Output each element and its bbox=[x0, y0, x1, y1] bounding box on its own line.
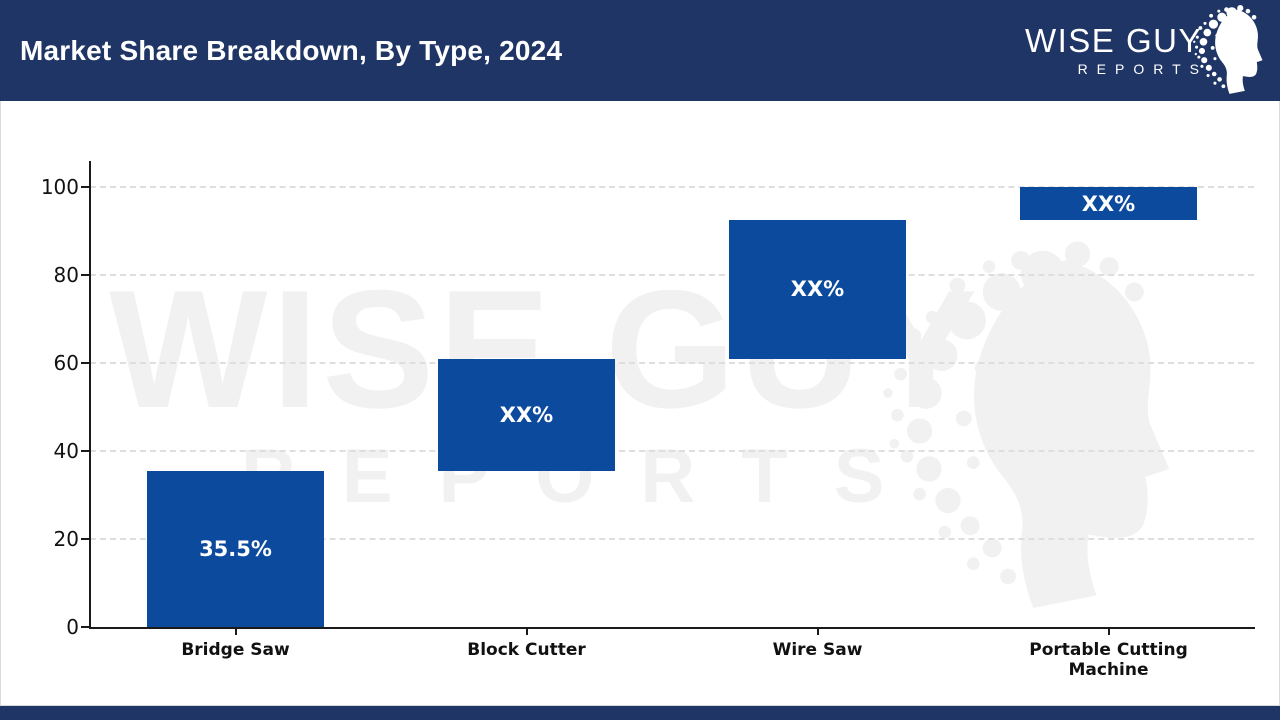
y-tick-label: 80 bbox=[53, 263, 79, 287]
x-tick-label: Block Cutter bbox=[467, 640, 586, 660]
bar: XX% bbox=[1020, 187, 1197, 220]
chart-panel: WISE GUY REPORTS 0 20 40 60 80 100 35.5% Bridge… bbox=[0, 101, 1280, 706]
y-tick-label: 60 bbox=[53, 351, 79, 375]
x-tick-label: Portable Cutting Machine bbox=[1029, 640, 1188, 681]
gridline bbox=[90, 274, 1254, 276]
gridline bbox=[90, 362, 1254, 364]
y-tick-label: 0 bbox=[66, 615, 79, 639]
y-tick-mark bbox=[81, 450, 89, 452]
y-tick-mark bbox=[81, 626, 89, 628]
x-tick-mark bbox=[816, 627, 819, 635]
y-tick-label: 40 bbox=[53, 439, 79, 463]
gridline bbox=[90, 450, 1254, 452]
y-tick-mark bbox=[81, 538, 89, 540]
y-axis-line bbox=[89, 161, 91, 629]
bar-value-label: 35.5% bbox=[199, 536, 272, 561]
header-bar: Market Share Breakdown, By Type, 2024 WI… bbox=[0, 0, 1280, 101]
logo-wordmark: WISE GUY bbox=[1024, 22, 1202, 60]
x-tick-label: Wire Saw bbox=[772, 640, 863, 660]
x-axis-line bbox=[89, 627, 1255, 629]
plot-area: 0 20 40 60 80 100 35.5% Bridge Saw XX% Block Cutt… bbox=[1, 101, 1279, 705]
bar-value-label: XX% bbox=[790, 277, 845, 302]
footer-bar bbox=[0, 706, 1280, 720]
x-tick-label: Bridge Saw bbox=[181, 640, 290, 660]
wiseguy-logo-text: WISE GUY REPORTS bbox=[1025, 24, 1202, 77]
wiseguy-logo: WISE GUY REPORTS bbox=[1025, 0, 1268, 101]
page-title: Market Share Breakdown, By Type, 2024 bbox=[20, 34, 563, 66]
y-tick-label: 20 bbox=[53, 527, 79, 551]
x-tick-mark bbox=[525, 627, 528, 635]
bar: XX% bbox=[729, 220, 906, 359]
gridline bbox=[90, 538, 1254, 540]
wiseguy-head-icon bbox=[1193, 4, 1263, 94]
bar: 35.5% bbox=[147, 470, 324, 627]
y-tick-mark bbox=[81, 362, 89, 364]
y-tick-mark bbox=[81, 274, 89, 276]
x-tick-mark bbox=[234, 627, 237, 635]
y-tick-mark bbox=[81, 186, 89, 188]
x-tick-mark bbox=[1107, 627, 1110, 635]
gridline bbox=[90, 186, 1254, 188]
logo-subtitle: REPORTS bbox=[1077, 60, 1208, 77]
bar-value-label: XX% bbox=[1081, 191, 1136, 216]
y-tick-label: 100 bbox=[40, 175, 79, 199]
bar: XX% bbox=[438, 358, 615, 471]
bar-value-label: XX% bbox=[499, 402, 554, 427]
